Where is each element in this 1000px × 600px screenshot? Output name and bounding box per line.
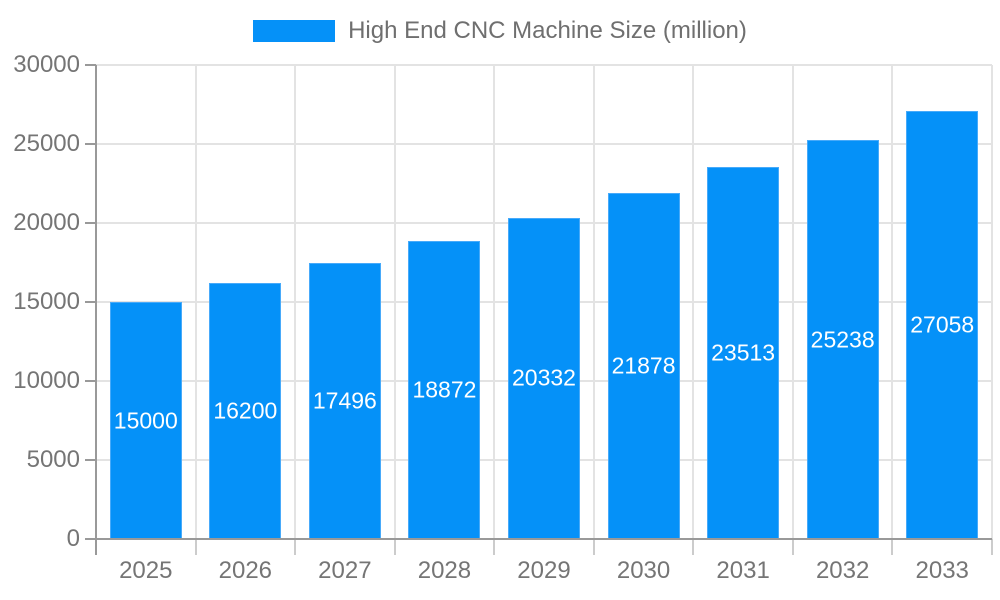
x-tick-label: 2030 (616, 557, 671, 584)
y-axis-tick (85, 301, 96, 303)
bar-value-label: 15000 (113, 407, 178, 433)
y-axis-line (95, 65, 97, 539)
v-gridline (891, 65, 894, 539)
legend-label: High End CNC Machine Size (million) (348, 17, 747, 44)
bar[interactable] (408, 240, 481, 539)
bar[interactable] (707, 167, 780, 539)
bar-value-label: 23513 (711, 339, 776, 366)
x-axis-line (96, 538, 992, 540)
v-gridline (592, 65, 595, 539)
h-gridline (96, 64, 992, 66)
x-axis-tick (891, 539, 894, 555)
y-axis-tick (85, 538, 96, 540)
h-gridline (96, 143, 992, 145)
y-tick-label: 10000 (13, 367, 80, 394)
y-tick-label: 15000 (13, 288, 80, 315)
legend-swatch (253, 20, 336, 42)
v-gridline (791, 65, 794, 539)
x-tick-label: 2032 (815, 557, 870, 584)
bar-value-label: 16200 (213, 397, 278, 424)
x-axis-tick (95, 539, 97, 555)
y-axis-tick (85, 459, 96, 461)
x-tick-label: 2029 (517, 557, 571, 584)
v-gridline (194, 65, 197, 539)
bar[interactable] (109, 302, 182, 539)
bar-value-label: 20332 (512, 364, 576, 391)
v-gridline (493, 65, 496, 539)
x-tick-label: 2027 (318, 557, 372, 584)
y-tick-label: 25000 (13, 130, 80, 157)
x-axis-tick (393, 539, 396, 555)
y-axis-tick (85, 64, 96, 66)
y-axis-tick (85, 143, 96, 145)
bar[interactable] (209, 283, 282, 539)
bar-value-label: 17496 (312, 387, 377, 414)
y-tick-label: 0 (66, 525, 80, 552)
v-gridline (393, 65, 396, 539)
x-tick-label: 2025 (119, 557, 173, 584)
x-axis-tick (991, 539, 993, 555)
v-gridline (692, 65, 695, 539)
bar[interactable] (308, 262, 381, 539)
y-tick-label: 5000 (26, 446, 80, 473)
y-axis-tick (85, 380, 96, 382)
bar[interactable] (607, 193, 680, 539)
chart-legend[interactable]: High End CNC Machine Size (million) (0, 16, 1000, 46)
y-tick-label: 20000 (13, 209, 80, 236)
x-axis-tick (592, 539, 595, 555)
v-gridline (991, 65, 993, 539)
bar[interactable] (906, 111, 979, 539)
bar-value-label: 27058 (910, 311, 975, 338)
y-tick-label: 30000 (13, 51, 80, 78)
x-axis-tick (493, 539, 496, 555)
bar[interactable] (806, 140, 879, 539)
bar-value-label: 25238 (810, 326, 875, 353)
v-gridline (294, 65, 297, 539)
x-axis-tick (194, 539, 197, 555)
x-axis-tick (294, 539, 297, 555)
x-tick-label: 2028 (417, 557, 472, 584)
x-axis-tick (791, 539, 794, 555)
bar-value-label: 21878 (611, 352, 676, 379)
x-tick-label: 2033 (915, 557, 969, 584)
bar[interactable] (508, 217, 580, 539)
x-tick-label: 2026 (218, 557, 273, 584)
y-axis-tick (85, 222, 96, 224)
x-axis-tick (692, 539, 695, 555)
x-tick-label: 2031 (716, 557, 770, 584)
bar-value-label: 18872 (412, 376, 477, 403)
